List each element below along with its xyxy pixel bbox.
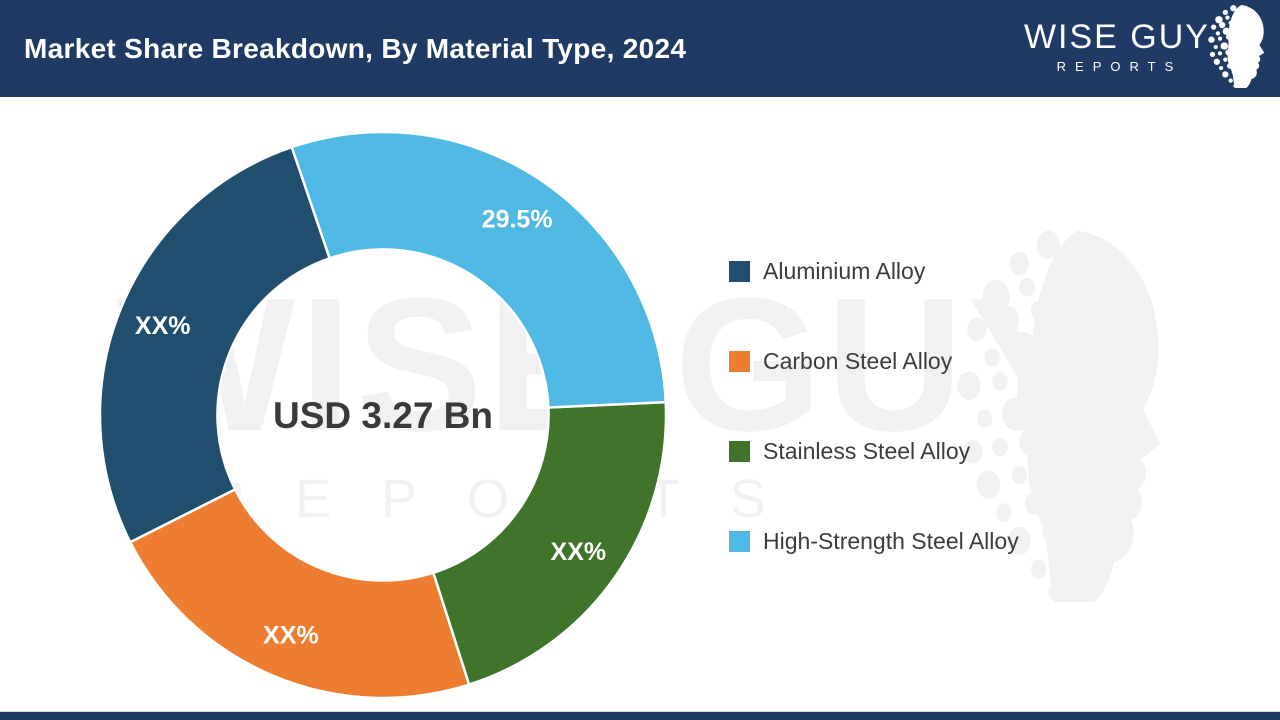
brand-tagline: REPORTS <box>1056 58 1183 74</box>
brand-name: WISE GUY <box>1023 18 1210 57</box>
slice-value-label: XX% <box>135 312 191 340</box>
watermark-reports-text: REPORTS <box>206 469 817 529</box>
legend-swatch-icon <box>729 440 750 462</box>
legend-item-aluminium-alloy[interactable]: Aluminium Alloy <box>729 258 1019 284</box>
legend-label: High-Strength Steel Alloy <box>763 527 1019 554</box>
slice-value-label: XX% <box>263 621 319 649</box>
slice-value-label: XX% <box>551 538 607 566</box>
donut-segment-stainless-steel-alloy[interactable] <box>431 400 668 687</box>
brand-logo: WISE GUY REPORTS <box>1024 4 1268 88</box>
legend-label: Carbon Steel Alloy <box>763 347 953 374</box>
header-bar: Market Share Breakdown, By Material Type… <box>0 0 1280 97</box>
legend-swatch-icon <box>729 350 750 372</box>
donut-chart: USD 3.27 Bn 29.5% XX% XX% XX% <box>98 130 668 700</box>
donut-segment-carbon-steel-alloy[interactable] <box>128 487 471 700</box>
chart-center-value: USD 3.27 Bn <box>273 395 493 436</box>
legend-label: Aluminium Alloy <box>763 257 926 284</box>
donut-segment-high-strength-steel-alloy[interactable] <box>290 130 668 409</box>
slice-value-label: 29.5% <box>482 205 553 233</box>
donut-segment-aluminium-alloy[interactable] <box>98 145 332 544</box>
legend-item-high-strength-steel-alloy[interactable]: High-Strength Steel Alloy <box>729 528 1019 554</box>
legend-swatch-icon <box>729 530 750 552</box>
legend-item-carbon-steel-alloy[interactable]: Carbon Steel Alloy <box>729 348 1019 374</box>
chart-legend: Aluminium Alloy Carbon Steel Alloy Stain… <box>729 258 1019 618</box>
legend-label: Stainless Steel Alloy <box>763 437 971 464</box>
legend-swatch-icon <box>729 260 750 282</box>
footer-bar <box>0 711 1280 720</box>
page-title: Market Share Breakdown, By Material Type… <box>24 32 687 64</box>
brand-head-icon <box>1208 5 1265 88</box>
legend-item-stainless-steel-alloy[interactable]: Stainless Steel Alloy <box>729 438 1019 464</box>
